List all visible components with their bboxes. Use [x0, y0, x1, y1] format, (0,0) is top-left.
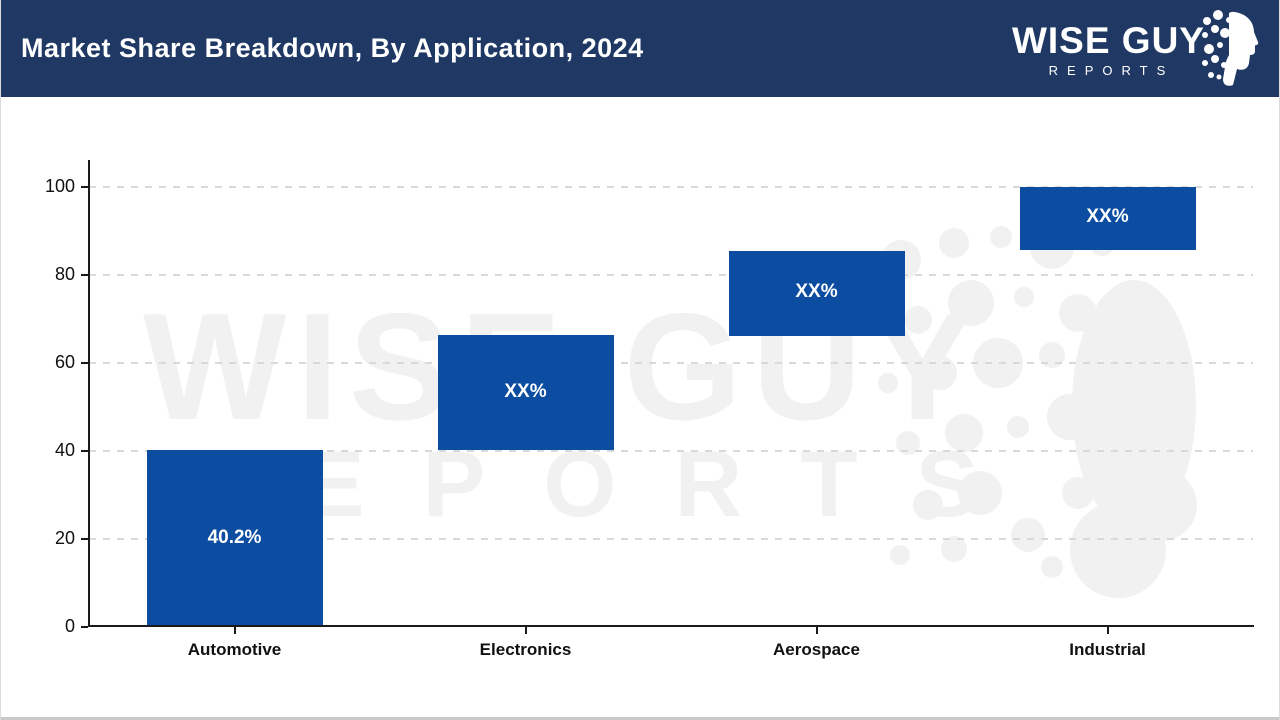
y-tick-label: 100 — [44, 176, 75, 196]
y-tick-label: 80 — [54, 264, 75, 284]
bar-value-label: XX% — [504, 380, 547, 402]
x-axis-spine — [88, 625, 1254, 627]
x-tick-mark — [1106, 627, 1109, 634]
logo-dotted-head-icon — [1202, 10, 1259, 86]
wise-guy-reports-logo: WISE GUY REPORTS — [1001, 6, 1269, 92]
x-tick-label-industrial: Industrial — [1069, 640, 1146, 659]
y-tick-mark — [81, 626, 88, 628]
footer-edge-line — [1, 717, 1279, 720]
x-tick-mark — [233, 627, 236, 634]
x-tick-label-electronics: Electronics — [479, 640, 572, 659]
bar-value-label: 40.2% — [207, 526, 262, 548]
x-tick-label-aerospace: Aerospace — [773, 640, 860, 659]
bar-segment-electronics — [437, 335, 614, 451]
bar-segment-industrial — [1019, 187, 1196, 250]
header-band: Market Share Breakdown, By Application, … — [1, 0, 1279, 97]
gridline-y-60 — [89, 362, 1253, 364]
y-axis-spine — [88, 160, 90, 627]
gridline-y-80 — [89, 274, 1253, 276]
bar-segment-automotive — [146, 450, 323, 627]
logo-subtext: REPORTS — [1048, 62, 1175, 78]
bar-value-label: XX% — [1086, 206, 1129, 228]
y-tick-mark — [81, 538, 88, 540]
chart-title: Market Share Breakdown, By Application, … — [21, 33, 644, 63]
y-tick-label: 40 — [54, 440, 75, 460]
y-tick-label: 20 — [54, 528, 75, 548]
bar-segment-aerospace — [728, 250, 905, 337]
plot-area: 0 20 40 60 80 100 Automotive Electronics Aerospa… — [1, 97, 1279, 720]
gridline-y-20 — [89, 538, 1253, 540]
x-tick-mark — [815, 627, 818, 634]
logo-text: WISE GUY REPORTS — [1011, 19, 1205, 78]
bar-value-label: XX% — [795, 281, 838, 303]
y-tick-label: 60 — [54, 352, 75, 372]
logo-wordmark: WISE GUY — [1011, 19, 1205, 61]
x-tick-label-automotive: Automotive — [187, 640, 282, 659]
y-tick-mark — [81, 186, 88, 188]
y-tick-mark — [81, 274, 88, 276]
y-tick-label: 0 — [64, 616, 75, 636]
gridline-y-100 — [89, 186, 1253, 188]
x-tick-mark — [524, 627, 527, 634]
gridline-y-40 — [89, 450, 1253, 452]
y-tick-mark — [81, 362, 88, 364]
y-tick-mark — [81, 450, 88, 452]
